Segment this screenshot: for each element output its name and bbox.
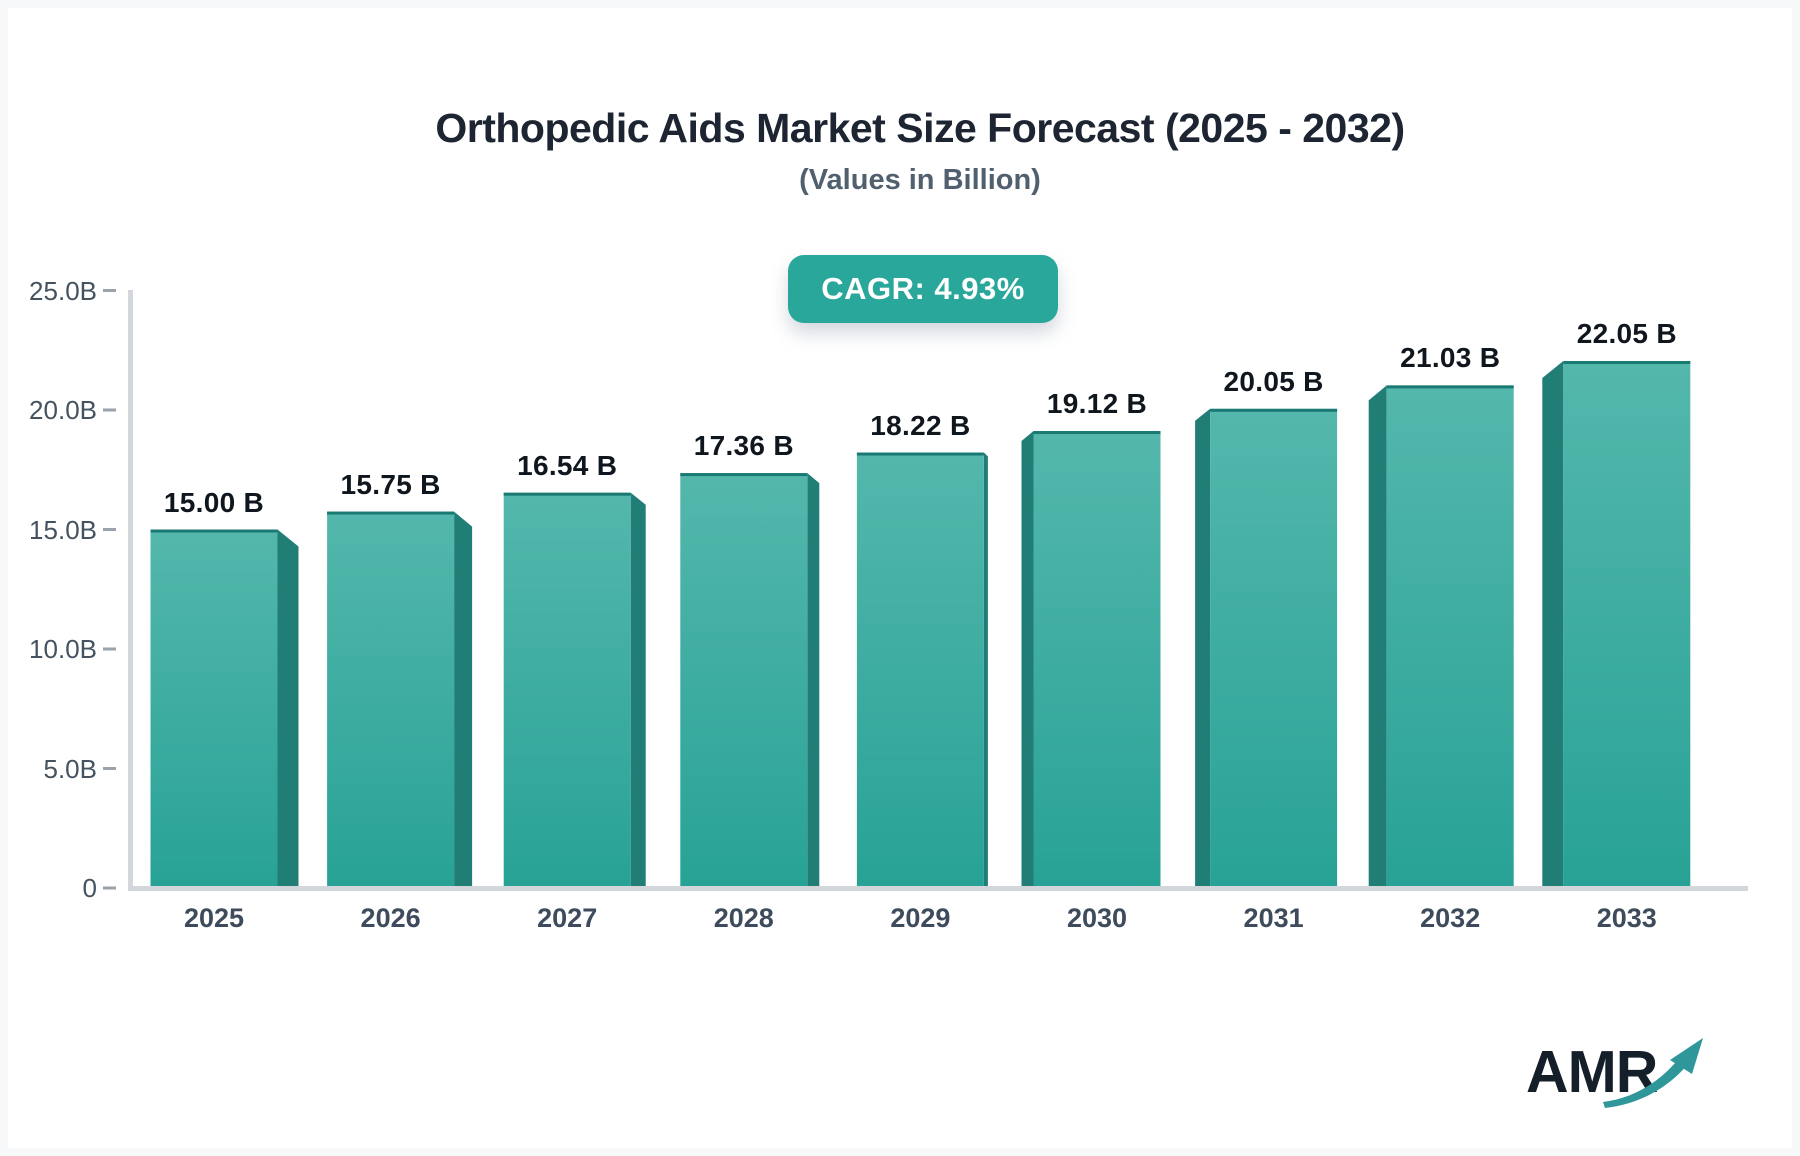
bar-top-edge: [856, 452, 984, 456]
amr-logo: AMR: [1526, 1038, 1703, 1108]
y-axis-line: [128, 290, 133, 890]
bar-top-edge: [1033, 431, 1161, 435]
y-axis-tick: [103, 408, 116, 412]
bar-side: [1368, 385, 1387, 888]
bar-top-edge: [327, 511, 455, 515]
bar-top-edge: [1210, 408, 1338, 412]
bar-top-edge: [1563, 361, 1691, 365]
x-axis-line: [128, 886, 1748, 891]
bar-2027: [503, 492, 631, 888]
bar-top-edge: [503, 492, 631, 496]
bar-side: [1542, 361, 1564, 888]
y-axis-tick: [103, 886, 116, 890]
chart-subtitle: (Values in Billion): [799, 164, 1041, 196]
bar-side: [277, 529, 299, 888]
cagr-badge: CAGR: 4.93%: [788, 255, 1058, 323]
bar-2026: [327, 511, 455, 888]
bar-side: [454, 511, 473, 888]
y-axis-tick: [103, 289, 116, 292]
bar-side: [1195, 408, 1211, 888]
bar-side: [807, 473, 820, 888]
y-axis-tick: [103, 647, 116, 651]
bar-2033: [1563, 361, 1691, 888]
y-axis-tick: [103, 528, 116, 531]
bar-2029: [856, 452, 984, 888]
y-axis-tick: [103, 767, 116, 770]
bar-top-edge: [1386, 385, 1514, 389]
bar-top-edge: [150, 529, 278, 533]
bar-top-edge: [680, 473, 808, 477]
bar-side: [1021, 431, 1034, 888]
bar-side: [983, 452, 988, 888]
bar-2028: [680, 473, 808, 888]
growth-arrow-head-icon: [1670, 1038, 1703, 1074]
bar-2030: [1033, 431, 1161, 888]
bar-2025: [150, 529, 278, 888]
bar-2031: [1210, 408, 1338, 888]
chart-title: Orthopedic Aids Market Size Forecast (20…: [435, 105, 1405, 151]
bar-2032: [1386, 385, 1514, 888]
bar-side: [630, 492, 646, 888]
